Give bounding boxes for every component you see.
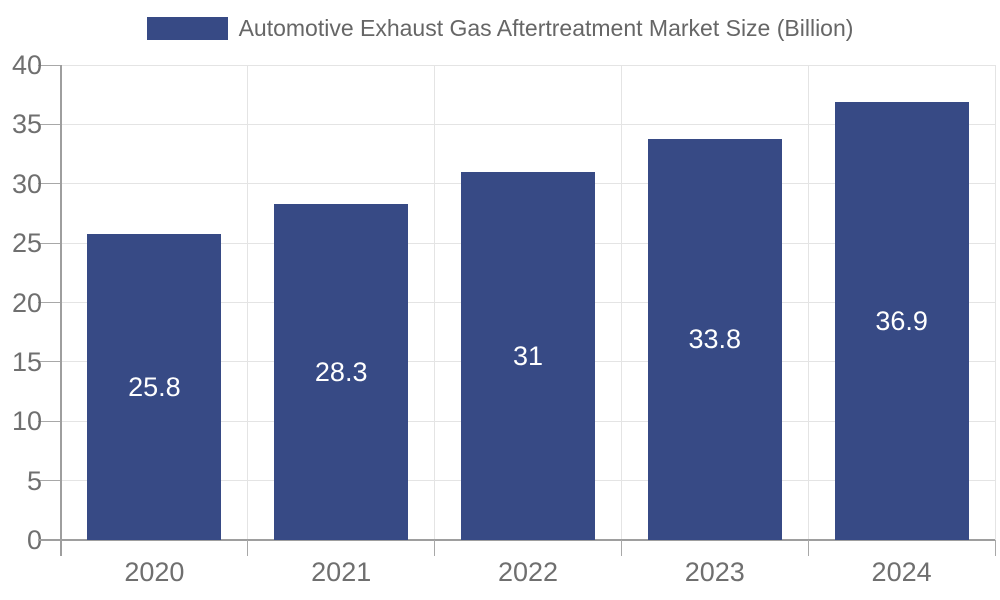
y-tick-label: 15 [11,346,42,377]
y-tick [38,242,61,244]
x-tick [247,540,249,556]
x-tick [434,540,436,556]
x-axis-line [38,539,995,541]
bar-value-label: 25.8 [128,371,181,402]
y-tick [38,420,61,422]
y-tick [38,183,61,185]
y-axis-line [60,65,62,556]
bar-2024 [834,101,969,540]
y-tick-label: 20 [11,287,42,318]
x-tick-label: 2020 [124,557,185,587]
bar-2020 [87,233,222,540]
x-gridline [434,65,436,540]
y-tick [38,302,61,303]
bar-value-label: 36.9 [875,305,928,336]
y-tick-label: 30 [11,168,42,199]
x-tick-label: 2024 [871,557,932,587]
y-tick [38,480,61,482]
y-gridline [61,64,995,66]
x-tick-label: 2022 [497,557,559,587]
bar-value-label: 33.8 [688,324,742,355]
x-tick-label: 2021 [311,557,372,587]
legend-swatch [146,17,228,40]
bar-value-label: 31 [512,340,544,371]
x-gridline [807,65,809,540]
y-tick [38,64,61,66]
x-tick [620,540,622,556]
bar-2022 [461,171,595,540]
y-tick-label: 10 [11,406,42,437]
y-tick [38,123,61,125]
y-tick-label: 5 [26,465,42,496]
y-tick [38,361,61,363]
y-tick-label: 35 [11,109,42,140]
x-gridline [247,65,249,540]
y-tick-label: 40 [11,50,42,80]
x-tick [807,540,809,556]
chart-legend[interactable]: Automotive Exhaust Gas Aftertreatment Ma… [0,15,1000,42]
x-gridline [620,65,622,540]
x-tick [994,540,996,556]
bar-2023 [647,138,782,540]
bar-2021 [274,203,409,540]
x-gridline [994,65,996,540]
y-gridline [61,123,995,125]
legend-label: Automotive Exhaust Gas Aftertreatment Ma… [238,15,854,41]
y-tick-label: 0 [26,525,42,555]
x-tick-label: 2023 [684,557,745,587]
y-tick-label: 25 [11,228,42,259]
bar-value-label: 28.3 [314,356,368,387]
